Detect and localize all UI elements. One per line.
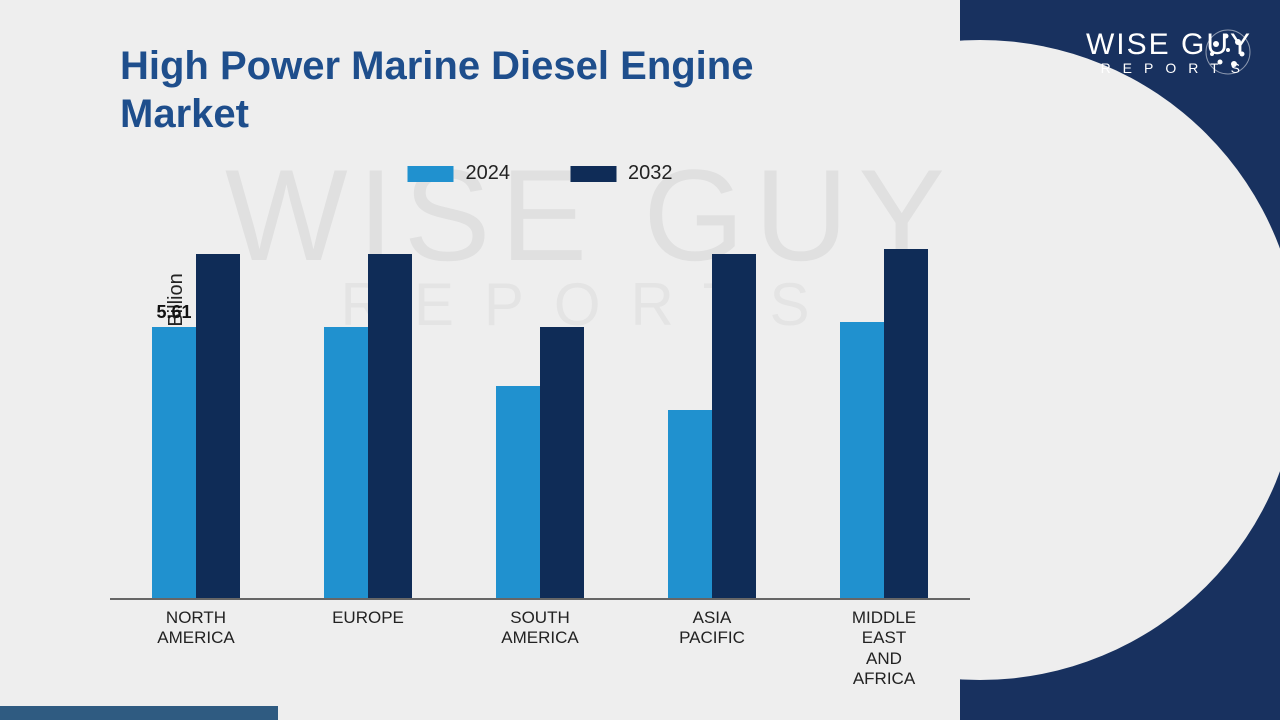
value-label: 5.61	[152, 302, 196, 323]
bar	[540, 327, 584, 600]
bar	[324, 327, 368, 600]
chart-title: High Power Marine Diesel Engine Market	[120, 42, 840, 138]
legend-item: 2032	[570, 162, 673, 185]
category-label: SOUTHAMERICA	[480, 608, 600, 690]
legend-swatch	[570, 166, 616, 182]
category-label: ASIAPACIFIC	[652, 608, 772, 690]
plot-area: Market Size in USD Billion 20242032 5.61…	[110, 180, 970, 600]
category-label: EUROPE	[308, 608, 428, 690]
bar	[884, 249, 928, 600]
legend-label: 2024	[466, 162, 511, 185]
category-label: NORTHAMERICA	[136, 608, 256, 690]
head-icon	[1198, 22, 1258, 82]
legend-label: 2032	[628, 162, 673, 185]
bar	[152, 327, 196, 600]
bar-group	[824, 249, 944, 600]
bar	[840, 322, 884, 600]
bar	[368, 254, 412, 600]
bar	[712, 254, 756, 600]
bottom-accent-bar	[0, 706, 278, 720]
legend-swatch	[408, 166, 454, 182]
legend-item: 2024	[408, 162, 511, 185]
bar	[196, 254, 240, 600]
brand-logo: WISE GUY REPORTS	[1086, 28, 1252, 76]
bar-group	[308, 254, 428, 600]
bar-group	[652, 254, 772, 600]
bar	[668, 410, 712, 600]
legend: 2024 2032	[408, 162, 673, 185]
bar-group: 5.61	[136, 254, 256, 600]
bar	[496, 386, 540, 601]
bar-group	[480, 327, 600, 600]
chart-stage: WISE GUY REPORTS High Power Marine Diese…	[0, 0, 1280, 720]
x-axis-labels: NORTHAMERICA EUROPE SOUTHAMERICA ASIAPACIFI…	[110, 608, 970, 690]
category-label: MIDDLEEASTANDAFRICA	[824, 608, 944, 690]
bar-groups: 5.61	[110, 210, 970, 600]
x-axis-line	[110, 598, 970, 600]
